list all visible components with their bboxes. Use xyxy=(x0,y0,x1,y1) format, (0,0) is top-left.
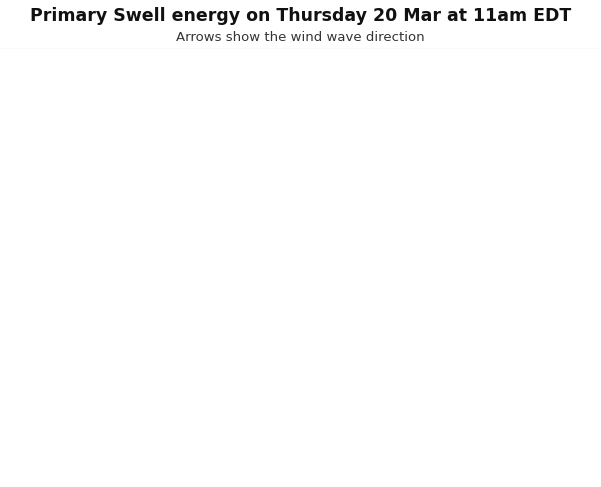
Text: Map unavailable (cartopy not installed): Map unavailable (cartopy not installed) xyxy=(138,259,463,277)
Text: Arrows show the wind wave direction: Arrows show the wind wave direction xyxy=(176,32,425,44)
Text: Primary Swell energy on Thursday 20 Mar at 11am EDT: Primary Swell energy on Thursday 20 Mar … xyxy=(30,7,571,24)
